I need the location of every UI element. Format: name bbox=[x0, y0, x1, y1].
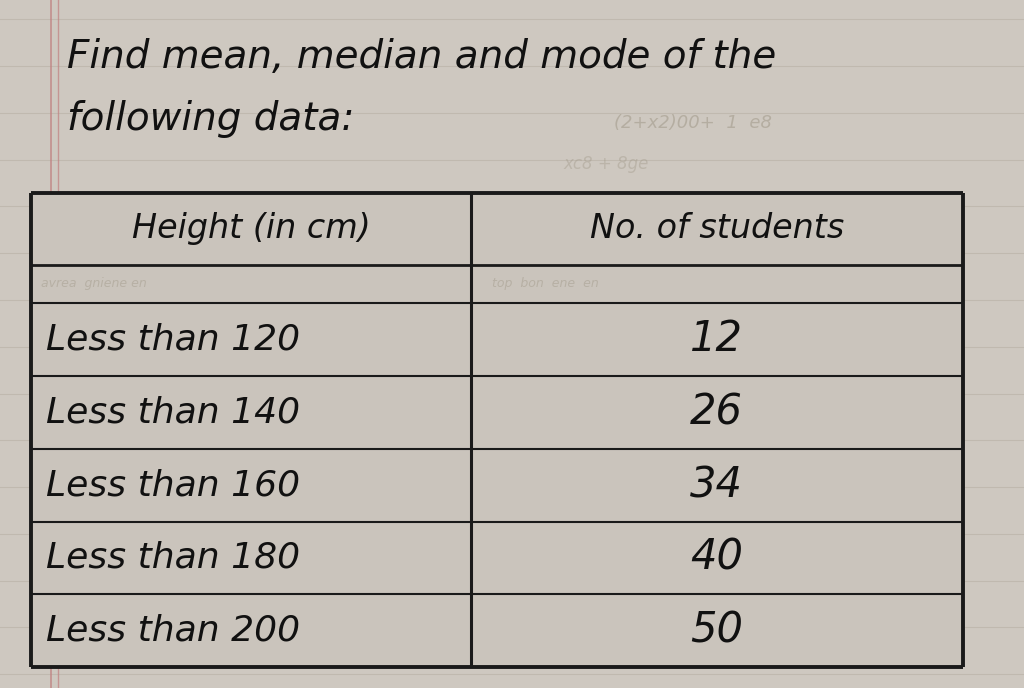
Text: 26: 26 bbox=[690, 391, 743, 433]
Text: Less than 200: Less than 200 bbox=[46, 614, 300, 648]
Bar bbox=[31, 193, 963, 667]
Text: 40: 40 bbox=[690, 537, 743, 579]
Text: Less than 140: Less than 140 bbox=[46, 395, 300, 429]
Text: Less than 180: Less than 180 bbox=[46, 541, 300, 575]
Text: following data:: following data: bbox=[67, 100, 354, 138]
Text: Height (in cm): Height (in cm) bbox=[131, 213, 371, 245]
Text: 34: 34 bbox=[690, 464, 743, 506]
Text: 12: 12 bbox=[690, 318, 743, 361]
Text: Find mean, median and mode of the: Find mean, median and mode of the bbox=[67, 38, 776, 76]
Text: 50: 50 bbox=[690, 610, 743, 652]
Text: xc8 + 8ge: xc8 + 8ge bbox=[563, 155, 648, 173]
Text: (2+x2)00+  1  e8: (2+x2)00+ 1 e8 bbox=[614, 114, 772, 131]
Text: avrea  gniene en: avrea gniene en bbox=[41, 277, 146, 290]
Text: Less than 120: Less than 120 bbox=[46, 322, 300, 356]
Text: No. of students: No. of students bbox=[590, 213, 844, 245]
Text: top  bon  ene  en: top bon ene en bbox=[492, 277, 598, 290]
Text: Less than 160: Less than 160 bbox=[46, 468, 300, 502]
